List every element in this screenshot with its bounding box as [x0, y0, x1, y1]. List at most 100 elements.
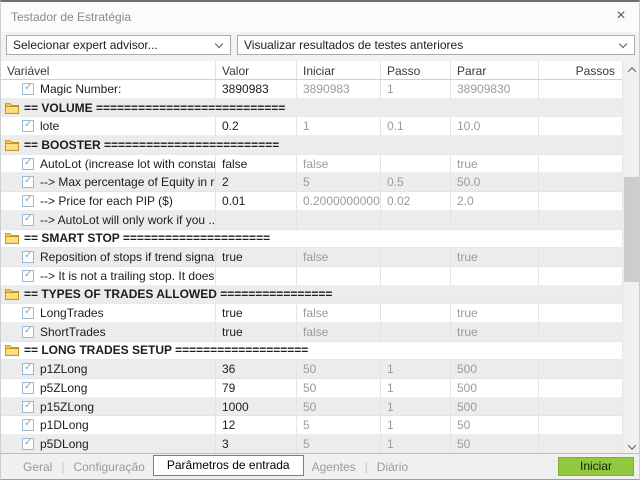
- param-row[interactable]: ✓ AutoLot (increase lot with constan... fa…: [1, 154, 623, 174]
- param-row[interactable]: ✓ p15ZLong 1000 50 1 500: [1, 397, 623, 417]
- passo-cell[interactable]: [381, 210, 451, 230]
- passos-cell[interactable]: [539, 80, 623, 99]
- passos-cell[interactable]: [539, 435, 623, 454]
- passos-cell[interactable]: [539, 323, 623, 342]
- tab-par-metros-de-entrada[interactable]: Parâmetros de entrada: [152, 455, 304, 476]
- vertical-scrollbar[interactable]: [622, 61, 639, 455]
- section-row[interactable]: == VOLUME ===========================: [1, 98, 623, 118]
- section-row[interactable]: == BOOSTER =========================: [1, 136, 623, 155]
- scrollbar-thumb[interactable]: [624, 177, 639, 282]
- param-checkbox[interactable]: ✓: [22, 306, 34, 320]
- valor-cell[interactable]: 1000: [216, 397, 297, 417]
- column-header-parar[interactable]: Parar: [451, 61, 539, 79]
- valor-cell[interactable]: true: [216, 304, 297, 323]
- parar-cell[interactable]: [451, 266, 539, 286]
- parar-cell[interactable]: 500: [451, 397, 539, 417]
- param-row[interactable]: ✓ p5ZLong 79 50 1 500: [1, 379, 623, 398]
- iniciar-cell[interactable]: [297, 210, 381, 230]
- iniciar-cell[interactable]: 50: [297, 397, 381, 417]
- parar-cell[interactable]: 50: [451, 416, 539, 436]
- start-button[interactable]: Iniciar: [558, 457, 634, 476]
- iniciar-cell[interactable]: 0.2000000000...: [297, 192, 381, 211]
- param-row[interactable]: ✓ --> Max percentage of Equity in ri... 2 5…: [1, 173, 623, 193]
- iniciar-cell[interactable]: 5: [297, 173, 381, 193]
- tab-configura-o[interactable]: Configuração: [73, 459, 145, 474]
- valor-cell[interactable]: 0.01: [216, 192, 297, 211]
- parar-cell[interactable]: 500: [451, 360, 539, 379]
- param-row[interactable]: ✓ --> Price for each PIP ($) 0.01 0.2000000…: [1, 192, 623, 211]
- param-checkbox[interactable]: ✓: [22, 325, 34, 338]
- param-row[interactable]: ✓ --> AutoLot will only work if you ...: [1, 210, 623, 230]
- param-row[interactable]: ✓ lote 0.2 1 0.1 10.0: [1, 117, 623, 137]
- iniciar-cell[interactable]: false: [297, 304, 381, 323]
- iniciar-cell[interactable]: false: [297, 248, 381, 267]
- column-header-passos[interactable]: Passos: [575, 64, 615, 78]
- section-row[interactable]: == LONG TRADES SETUP ===================: [1, 341, 623, 361]
- passos-cell[interactable]: [539, 304, 623, 323]
- passo-cell[interactable]: 1: [381, 435, 451, 454]
- valor-cell[interactable]: 2: [216, 173, 297, 193]
- passo-cell[interactable]: 1: [381, 397, 451, 417]
- param-checkbox[interactable]: ✓: [22, 194, 34, 207]
- param-row[interactable]: ✓ p5DLong 3 5 1 50: [1, 435, 623, 454]
- parar-cell[interactable]: [451, 210, 539, 230]
- param-checkbox[interactable]: ✓: [22, 82, 34, 95]
- passo-cell[interactable]: [381, 154, 451, 174]
- passos-cell[interactable]: [539, 117, 623, 137]
- passos-cell[interactable]: [539, 416, 623, 436]
- valor-cell[interactable]: true: [216, 322, 297, 342]
- parar-cell[interactable]: true: [451, 248, 539, 267]
- param-row[interactable]: ✓ Reposition of stops if trend signals...…: [1, 248, 623, 267]
- scroll-up-icon[interactable]: [623, 61, 639, 78]
- parar-cell[interactable]: true: [451, 304, 539, 323]
- passo-cell[interactable]: [381, 266, 451, 286]
- column-header-valor[interactable]: Valor: [216, 61, 297, 79]
- valor-cell[interactable]: false: [216, 154, 297, 174]
- parar-cell[interactable]: 50: [451, 435, 539, 454]
- passo-cell[interactable]: 1: [381, 416, 451, 436]
- passos-cell[interactable]: [539, 192, 623, 211]
- tab-geral[interactable]: Geral: [23, 459, 53, 474]
- close-icon[interactable]: ×: [616, 7, 626, 24]
- param-row[interactable]: ✓ Magic Number: 3890983 3890983 1 38909830: [1, 80, 623, 99]
- tab-di-rio[interactable]: Diário: [376, 459, 409, 474]
- param-checkbox[interactable]: ✓: [22, 418, 34, 432]
- param-checkbox[interactable]: ✓: [22, 175, 34, 189]
- iniciar-cell[interactable]: 3890983: [297, 80, 381, 99]
- passo-cell[interactable]: 0.1: [381, 117, 451, 137]
- passo-cell[interactable]: [381, 304, 451, 323]
- passos-cell[interactable]: [539, 267, 623, 286]
- param-checkbox[interactable]: ✓: [22, 213, 34, 226]
- passo-cell[interactable]: 1: [381, 379, 451, 398]
- valor-cell[interactable]: 0.2: [216, 117, 297, 137]
- iniciar-cell[interactable]: 50: [297, 379, 381, 398]
- passos-cell[interactable]: [539, 155, 623, 174]
- param-checkbox[interactable]: ✓: [22, 119, 34, 133]
- parar-cell[interactable]: 10.0: [451, 117, 539, 137]
- passo-cell[interactable]: 0.5: [381, 173, 451, 193]
- parar-cell[interactable]: 50.0: [451, 173, 539, 193]
- passo-cell[interactable]: 1: [381, 360, 451, 379]
- param-row[interactable]: ✓ --> It is not a trailing stop. It does …: [1, 266, 623, 286]
- valor-cell[interactable]: true: [216, 248, 297, 267]
- passo-cell[interactable]: [381, 322, 451, 342]
- param-checkbox[interactable]: ✓: [22, 437, 34, 450]
- param-row[interactable]: ✓ ShortTrades true false true: [1, 322, 623, 342]
- section-row[interactable]: == TYPES OF TRADES ALLOWED =============…: [1, 285, 623, 305]
- iniciar-cell[interactable]: 5: [297, 416, 381, 436]
- passos-cell[interactable]: [539, 173, 623, 193]
- parar-cell[interactable]: true: [451, 322, 539, 342]
- passos-cell[interactable]: [539, 360, 623, 379]
- section-row[interactable]: == SMART STOP =====================: [1, 229, 623, 249]
- tab-agentes[interactable]: Agentes: [311, 459, 356, 474]
- param-checkbox[interactable]: ✓: [22, 400, 34, 413]
- passos-cell[interactable]: [539, 248, 623, 267]
- passos-cell[interactable]: [539, 398, 623, 417]
- valor-cell[interactable]: [216, 266, 297, 286]
- param-checkbox[interactable]: ✓: [22, 250, 34, 264]
- param-row[interactable]: ✓ LongTrades true false true: [1, 304, 623, 323]
- valor-cell[interactable]: 79: [216, 379, 297, 398]
- column-header-iniciar[interactable]: Iniciar: [297, 61, 381, 79]
- parar-cell[interactable]: true: [451, 154, 539, 174]
- parar-cell[interactable]: 500: [451, 379, 539, 398]
